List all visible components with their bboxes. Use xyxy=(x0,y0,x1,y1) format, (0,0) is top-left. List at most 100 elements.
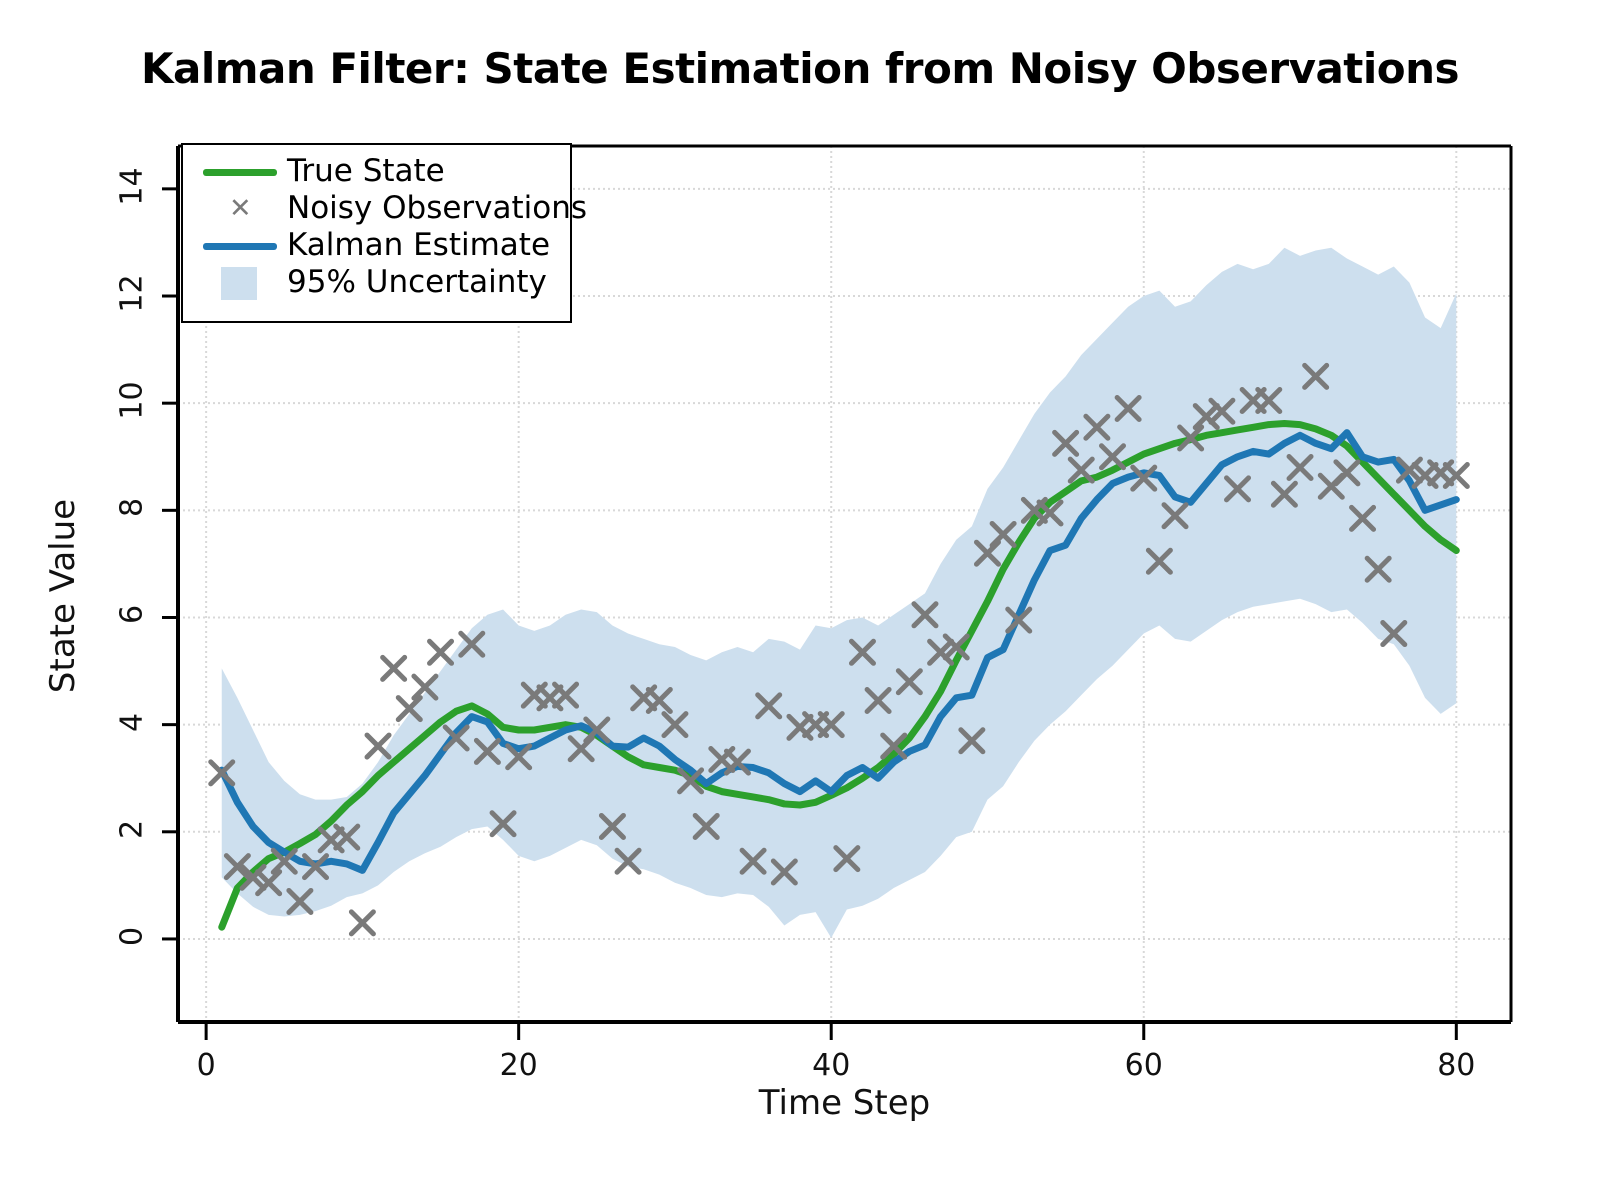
legend-label: Noisy Observations xyxy=(287,190,588,226)
observation-marker xyxy=(395,695,423,723)
observation-marker xyxy=(411,673,439,701)
observation-marker xyxy=(661,711,689,739)
observation-marker xyxy=(1364,555,1392,583)
observation-marker xyxy=(1177,424,1205,452)
observation-marker xyxy=(255,869,283,897)
observation-marker xyxy=(958,727,986,755)
observation-marker xyxy=(1161,502,1189,530)
y-tick-label: 8 xyxy=(114,498,150,518)
chart-title: Kalman Filter: State Estimation from Noi… xyxy=(140,44,1460,93)
y-tick-label: 14 xyxy=(114,167,150,206)
observation-marker xyxy=(817,711,845,739)
observation-marker xyxy=(1255,386,1283,414)
observation-marker xyxy=(1130,464,1158,492)
observation-marker xyxy=(208,759,236,787)
x-tick-label: 80 xyxy=(1437,1048,1476,1083)
observation-marker xyxy=(1302,362,1330,390)
observation-marker xyxy=(286,887,314,915)
observation-marker xyxy=(833,845,861,873)
observation-marker xyxy=(598,812,626,840)
observation-marker xyxy=(614,847,642,875)
kalman-estimate-line xyxy=(218,429,1460,874)
observation-marker xyxy=(1005,606,1033,634)
observation-marker xyxy=(473,737,501,765)
observation-marker xyxy=(770,858,798,886)
y-tick-label: 6 xyxy=(114,605,150,625)
observation-marker xyxy=(1067,456,1095,484)
observation-marker xyxy=(645,687,673,715)
legend-label: 95% Uncertainty xyxy=(287,264,547,300)
x-tick-label: 20 xyxy=(499,1048,538,1083)
observation-marker xyxy=(864,687,892,715)
observation-marker xyxy=(489,810,517,838)
observation-marker xyxy=(364,732,392,760)
legend-swatch-patch xyxy=(203,265,277,301)
observation-marker xyxy=(1286,453,1314,481)
observation-marker xyxy=(942,633,970,661)
observation-marker xyxy=(1036,499,1064,527)
observation-marker xyxy=(1145,547,1173,575)
observation-marker xyxy=(1099,443,1127,471)
y-tick-label: 4 xyxy=(114,712,150,732)
legend-patch-swatch xyxy=(221,267,257,300)
true-state-line xyxy=(218,420,1460,931)
observation-marker xyxy=(1442,462,1470,490)
observation-marker xyxy=(911,601,939,629)
observation-marker xyxy=(739,847,767,875)
observation-marker xyxy=(583,716,611,744)
y-tick-label: 2 xyxy=(114,819,150,839)
legend-label: Kalman Estimate xyxy=(287,227,551,263)
observation-marker xyxy=(552,681,580,709)
observation-marker xyxy=(270,847,298,875)
legend-item: True State xyxy=(183,153,574,190)
observation-marker xyxy=(1333,459,1361,487)
x-axis-label: Time Step xyxy=(758,1083,931,1123)
observation-marker xyxy=(458,630,486,658)
observation-marker xyxy=(427,638,455,666)
cross-marker-icon: ✕ xyxy=(229,193,252,224)
observation-marker xyxy=(1224,475,1252,503)
x-tick-label: 60 xyxy=(1124,1048,1163,1083)
legend-swatch-line xyxy=(203,228,277,264)
y-tick-label: 12 xyxy=(114,274,150,313)
observation-markers xyxy=(208,362,1470,937)
observation-marker xyxy=(848,638,876,666)
y-tick-label: 10 xyxy=(114,381,150,420)
legend-swatch-line xyxy=(203,154,277,190)
observation-marker xyxy=(1052,429,1080,457)
legend-item: Kalman Estimate xyxy=(183,227,574,264)
legend-label: True State xyxy=(287,153,445,189)
observation-marker xyxy=(348,909,376,937)
observation-marker xyxy=(380,654,408,682)
observation-marker xyxy=(239,863,267,891)
observation-marker xyxy=(989,520,1017,548)
legend-line-swatch xyxy=(203,169,277,176)
observation-marker xyxy=(1192,403,1220,431)
legend-swatch-marker: ✕ xyxy=(203,191,277,227)
observation-marker xyxy=(1380,620,1408,648)
chart-legend: True State ✕ Noisy Observations Kalman Esti… xyxy=(181,143,587,323)
observation-marker xyxy=(302,853,330,881)
observation-marker xyxy=(223,853,251,881)
observation-marker xyxy=(333,823,361,851)
observation-marker xyxy=(755,692,783,720)
legend-item: 95% Uncertainty xyxy=(183,264,574,301)
observation-marker xyxy=(723,748,751,776)
observation-marker xyxy=(1114,395,1142,423)
observation-marker xyxy=(442,724,470,752)
observation-marker xyxy=(1270,480,1298,508)
observation-marker xyxy=(1208,397,1236,425)
observation-marker xyxy=(505,743,533,771)
x-tick-label: 0 xyxy=(196,1048,216,1083)
observation-marker xyxy=(880,732,908,760)
observation-marker xyxy=(677,767,705,795)
observation-marker xyxy=(1349,504,1377,532)
legend-line-swatch xyxy=(203,243,277,250)
y-tick-label: 0 xyxy=(114,926,150,946)
observation-marker xyxy=(927,638,955,666)
observation-marker xyxy=(1083,413,1111,441)
observation-marker xyxy=(895,668,923,696)
x-tick-label: 40 xyxy=(812,1048,851,1083)
legend-item: ✕ Noisy Observations xyxy=(183,190,587,227)
